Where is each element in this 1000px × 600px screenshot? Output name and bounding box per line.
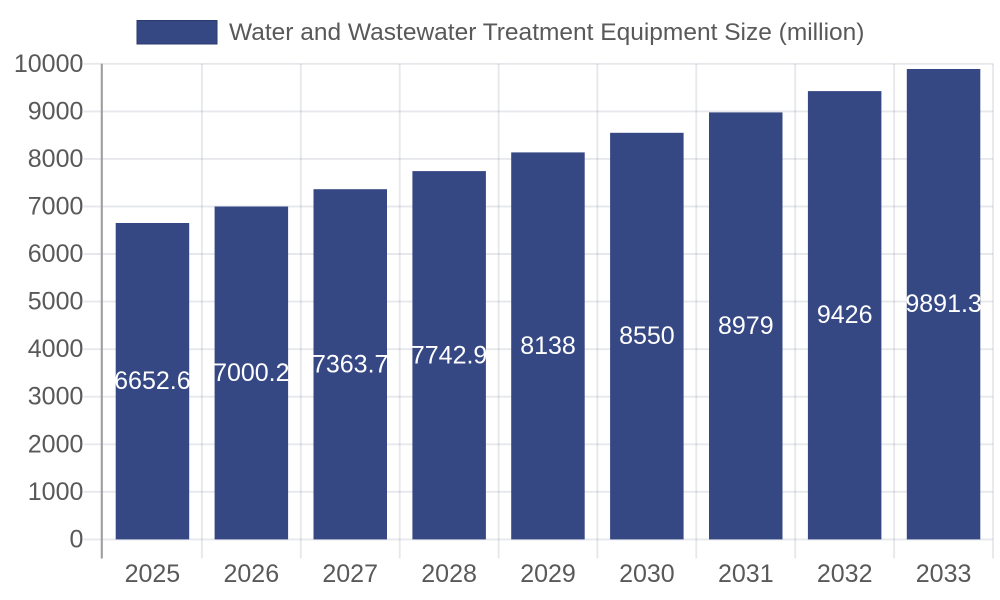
- svg-text:2026: 2026: [223, 560, 279, 588]
- svg-text:8979: 8979: [718, 312, 774, 340]
- svg-text:3000: 3000: [28, 383, 84, 411]
- svg-text:2030: 2030: [619, 560, 675, 588]
- svg-text:9426: 9426: [817, 301, 873, 329]
- svg-text:9000: 9000: [28, 97, 84, 125]
- svg-text:2027: 2027: [322, 560, 378, 588]
- svg-text:7742.9: 7742.9: [411, 341, 487, 369]
- svg-text:Water and Wastewater Treatment: Water and Wastewater Treatment Equipment…: [229, 19, 864, 46]
- svg-text:2028: 2028: [421, 560, 477, 588]
- svg-text:10000: 10000: [14, 50, 84, 78]
- svg-text:2000: 2000: [28, 430, 84, 458]
- svg-text:9891.3: 9891.3: [905, 290, 981, 318]
- svg-text:2025: 2025: [125, 560, 181, 588]
- svg-text:8000: 8000: [28, 145, 84, 173]
- svg-text:7000.2: 7000.2: [213, 359, 289, 387]
- svg-text:6652.6: 6652.6: [114, 367, 190, 395]
- svg-text:5000: 5000: [28, 288, 84, 316]
- svg-text:8550: 8550: [619, 322, 675, 350]
- svg-text:2031: 2031: [718, 560, 774, 588]
- svg-text:2029: 2029: [520, 560, 576, 588]
- svg-text:7363.7: 7363.7: [312, 350, 388, 378]
- svg-text:8138: 8138: [520, 332, 576, 360]
- svg-text:0: 0: [69, 525, 83, 553]
- svg-text:2033: 2033: [916, 560, 972, 588]
- svg-text:7000: 7000: [28, 193, 84, 221]
- svg-text:6000: 6000: [28, 240, 84, 268]
- svg-text:2032: 2032: [817, 560, 873, 588]
- svg-text:4000: 4000: [28, 335, 84, 363]
- svg-text:1000: 1000: [28, 478, 84, 506]
